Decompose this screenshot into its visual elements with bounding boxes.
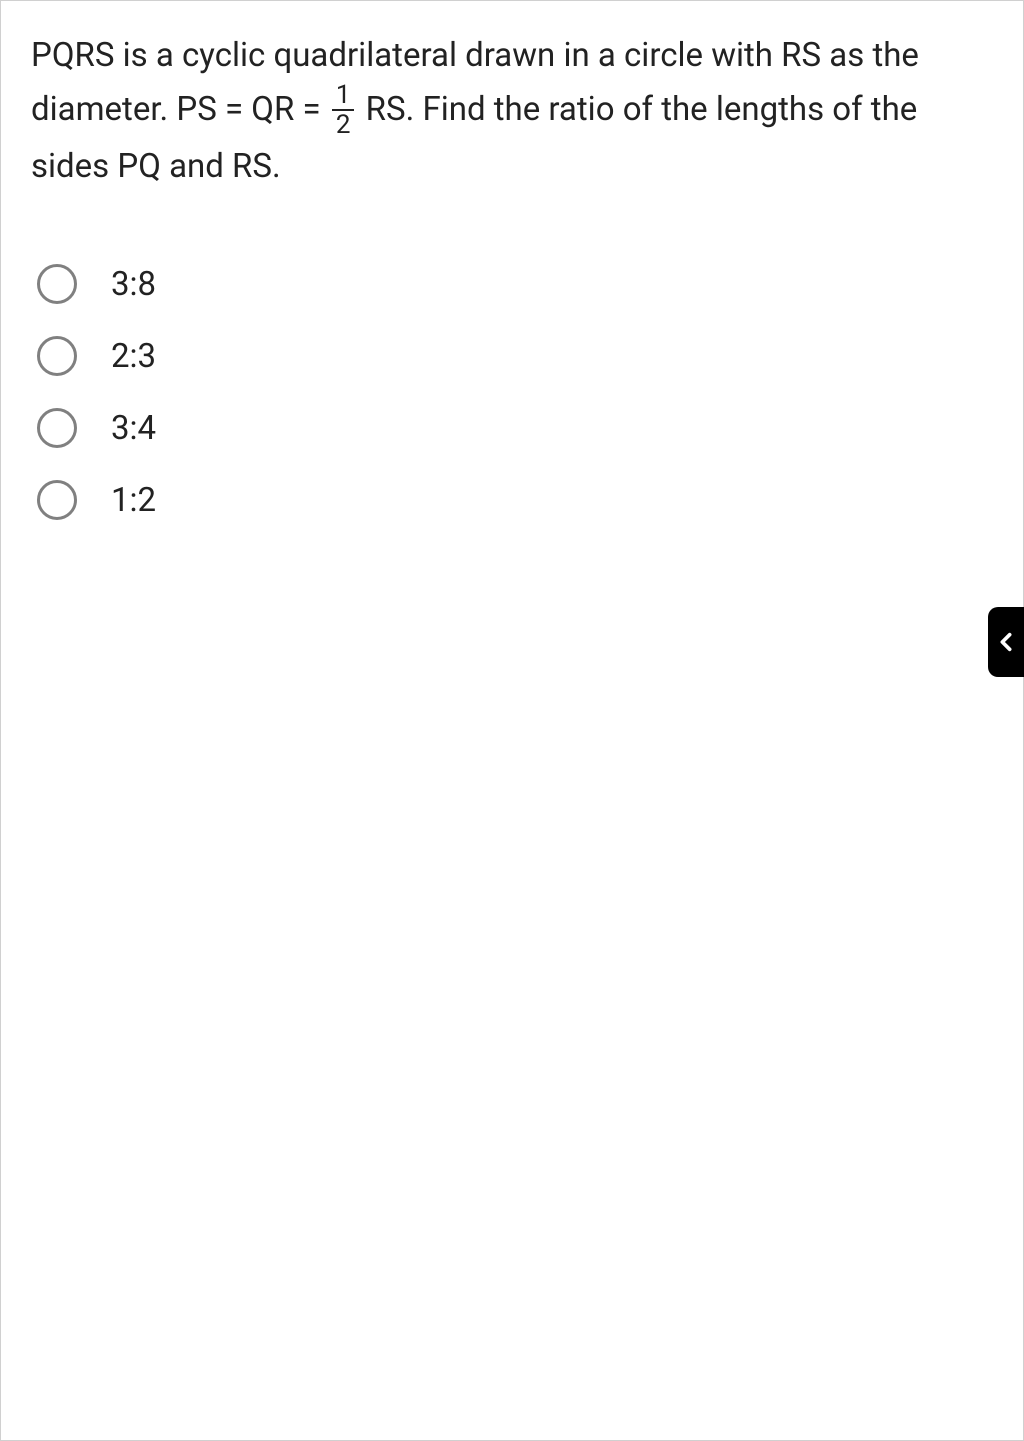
fraction-denominator: 2 <box>332 111 355 138</box>
option-label: 3:4 <box>111 409 156 448</box>
option-label: 3:8 <box>111 265 156 304</box>
option-label: 1:2 <box>111 481 156 520</box>
question-text: PQRS is a cyclic quadrilateral drawn in … <box>31 29 993 194</box>
radio-icon[interactable] <box>37 264 77 304</box>
fraction: 12 <box>332 82 355 138</box>
side-tab-button[interactable] <box>988 607 1024 677</box>
option-0[interactable]: 3:8 <box>37 264 993 304</box>
options-list: 3:8 2:3 3:4 1:2 <box>37 264 993 520</box>
option-2[interactable]: 3:4 <box>37 408 993 448</box>
radio-icon[interactable] <box>37 336 77 376</box>
option-3[interactable]: 1:2 <box>37 480 993 520</box>
option-1[interactable]: 2:3 <box>37 336 993 376</box>
radio-icon[interactable] <box>37 408 77 448</box>
radio-icon[interactable] <box>37 480 77 520</box>
fraction-numerator: 1 <box>332 82 355 111</box>
option-label: 2:3 <box>111 337 156 376</box>
chevron-left-icon <box>995 628 1017 656</box>
question-page: PQRS is a cyclic quadrilateral drawn in … <box>0 0 1024 1441</box>
